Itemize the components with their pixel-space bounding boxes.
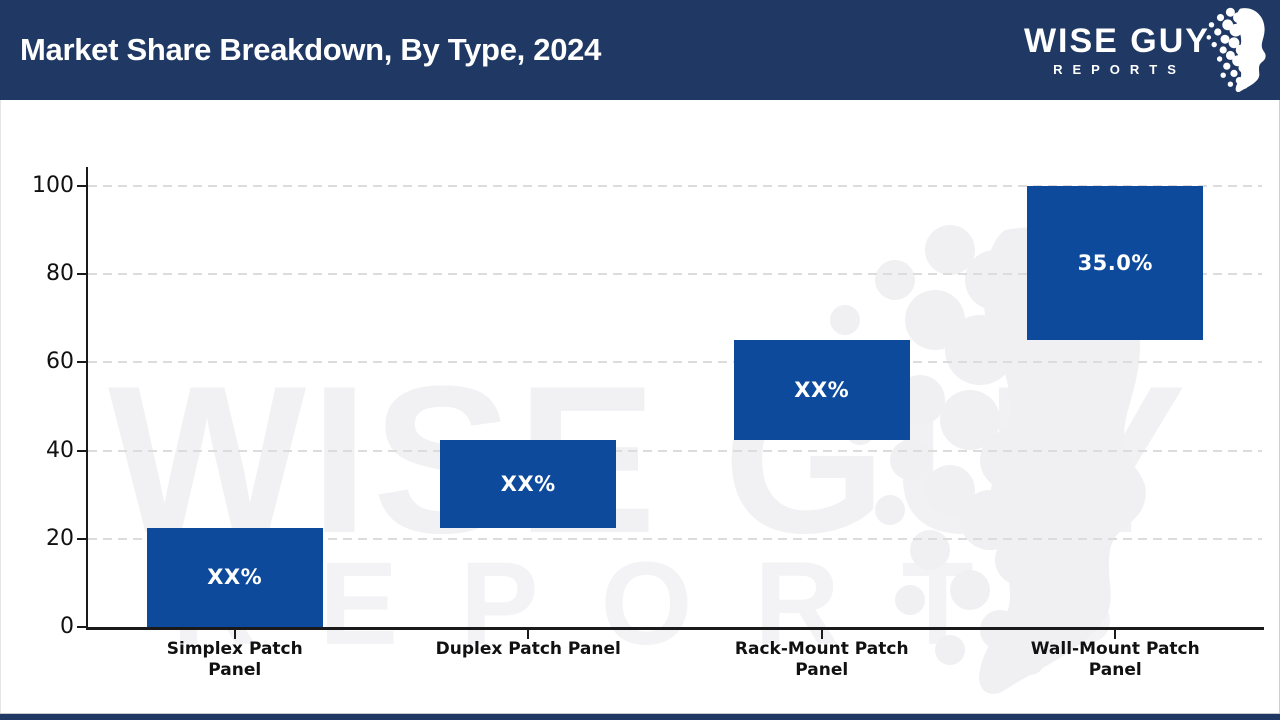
x-tick-mark-2 <box>820 630 823 639</box>
gridline-100 <box>88 185 1262 187</box>
x-category-label-1: Duplex Patch Panel <box>398 639 658 660</box>
gridline-60 <box>88 361 1262 364</box>
x-tick-mark-1 <box>527 630 530 639</box>
gridline-20 <box>88 537 1262 540</box>
footer-bar <box>0 713 1280 720</box>
y-tick-mark-100 <box>77 185 86 187</box>
x-category-label-line: Panel <box>1088 660 1142 680</box>
y-tick-mark-40 <box>77 449 86 452</box>
y-tick-mark-80 <box>77 273 86 276</box>
x-axis-line <box>86 627 1264 630</box>
x-tick-mark-0 <box>233 630 236 639</box>
y-axis-line <box>86 167 88 629</box>
y-tick-label-40: 40 <box>46 437 74 463</box>
bar-value-label: XX% <box>500 471 556 496</box>
bar-wall-mount-patch-panel: 35.0% <box>1027 186 1204 341</box>
x-category-label-line: Duplex Patch Panel <box>435 639 621 659</box>
logo-reports-text: REPORTS <box>1053 62 1186 77</box>
x-category-label-2: Rack-Mount Patch Panel <box>692 639 952 681</box>
x-category-label-line: Simplex Patch <box>166 639 303 659</box>
y-tick-label-100: 100 <box>32 173 74 198</box>
bar-duplex-patch-panel: XX% <box>440 439 617 528</box>
bar-simplex-patch-panel: XX% <box>146 527 323 627</box>
bar-value-label: XX% <box>794 377 850 402</box>
brand-logo-text: WISE GUY REPORTS <box>1024 23 1210 77</box>
y-tick-label-0: 0 <box>60 614 74 639</box>
bar-value-label: XX% <box>207 565 263 590</box>
gridline-40 <box>88 449 1262 452</box>
x-category-label-line: Panel <box>208 660 262 680</box>
x-category-label-3: Wall-Mount Patch Panel <box>985 639 1245 681</box>
page-title: Market Share Breakdown, By Type, 2024 <box>20 32 602 67</box>
x-category-label-line: Wall-Mount Patch <box>1030 639 1200 659</box>
y-tick-label-20: 20 <box>46 525 74 551</box>
y-tick-label-80: 80 <box>46 261 74 287</box>
y-tick-mark-60 <box>77 361 86 364</box>
bar-value-label: 35.0% <box>1077 251 1153 276</box>
x-category-label-0: Simplex Patch Panel <box>105 639 365 681</box>
logo-wiseguy-text: WISE GUY <box>1023 22 1210 60</box>
x-category-label-line: Rack-Mount Patch <box>734 639 909 659</box>
gridline-80 <box>88 273 1262 276</box>
x-tick-mark-3 <box>1114 630 1117 639</box>
y-tick-label-60: 60 <box>46 349 74 375</box>
logo-face-dots-icon <box>1206 7 1266 93</box>
brand-logo: WISE GUY REPORTS <box>1024 5 1280 95</box>
header-bar: Market Share Breakdown, By Type, 2024 WI… <box>0 0 1280 100</box>
bar-rack-mount-patch-panel: XX% <box>733 340 910 440</box>
x-category-label-line: Panel <box>795 660 849 680</box>
y-tick-mark-0 <box>77 626 86 628</box>
y-tick-mark-20 <box>77 537 86 540</box>
